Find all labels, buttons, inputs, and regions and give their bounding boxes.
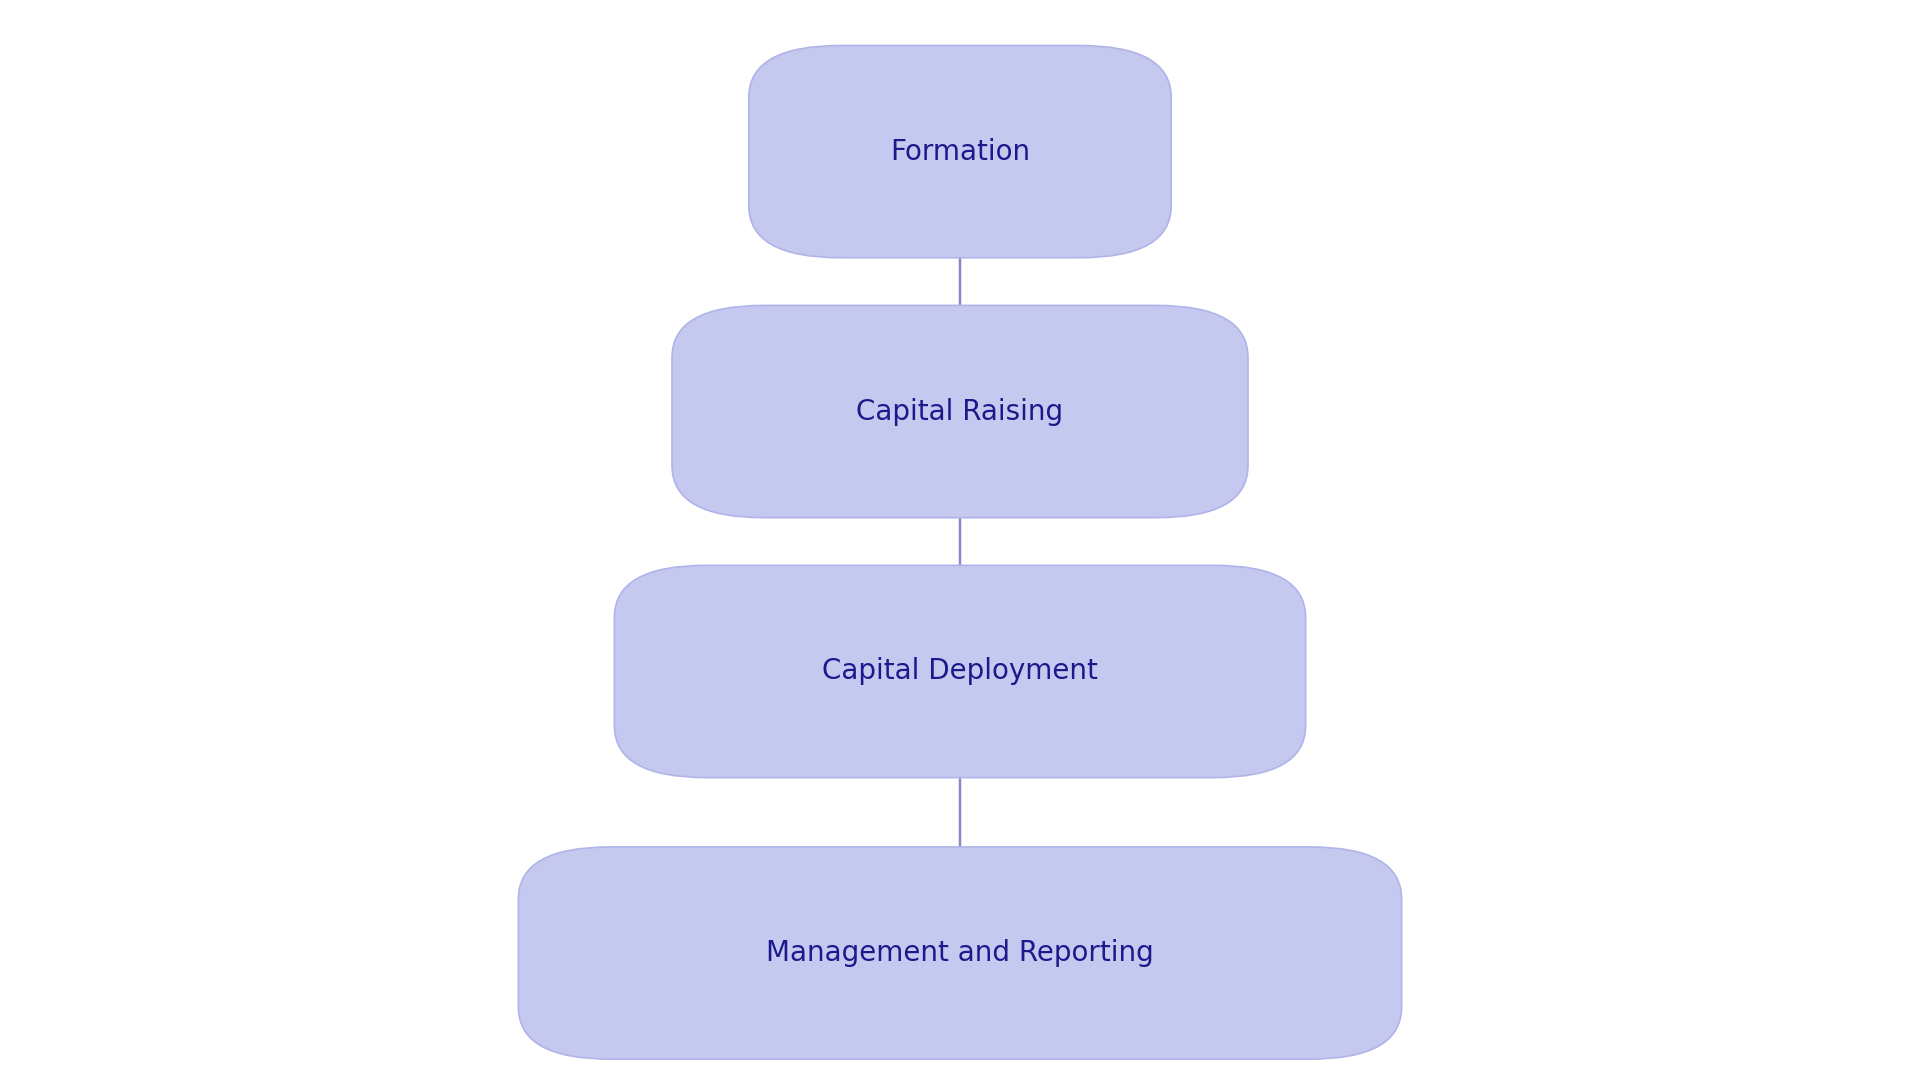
Text: Capital Raising: Capital Raising bbox=[856, 397, 1064, 426]
Text: Formation: Formation bbox=[891, 138, 1029, 166]
FancyBboxPatch shape bbox=[614, 565, 1306, 778]
FancyBboxPatch shape bbox=[672, 305, 1248, 518]
Text: Capital Deployment: Capital Deployment bbox=[822, 657, 1098, 686]
Text: Management and Reporting: Management and Reporting bbox=[766, 939, 1154, 967]
FancyBboxPatch shape bbox=[749, 45, 1171, 258]
FancyBboxPatch shape bbox=[518, 847, 1402, 1059]
